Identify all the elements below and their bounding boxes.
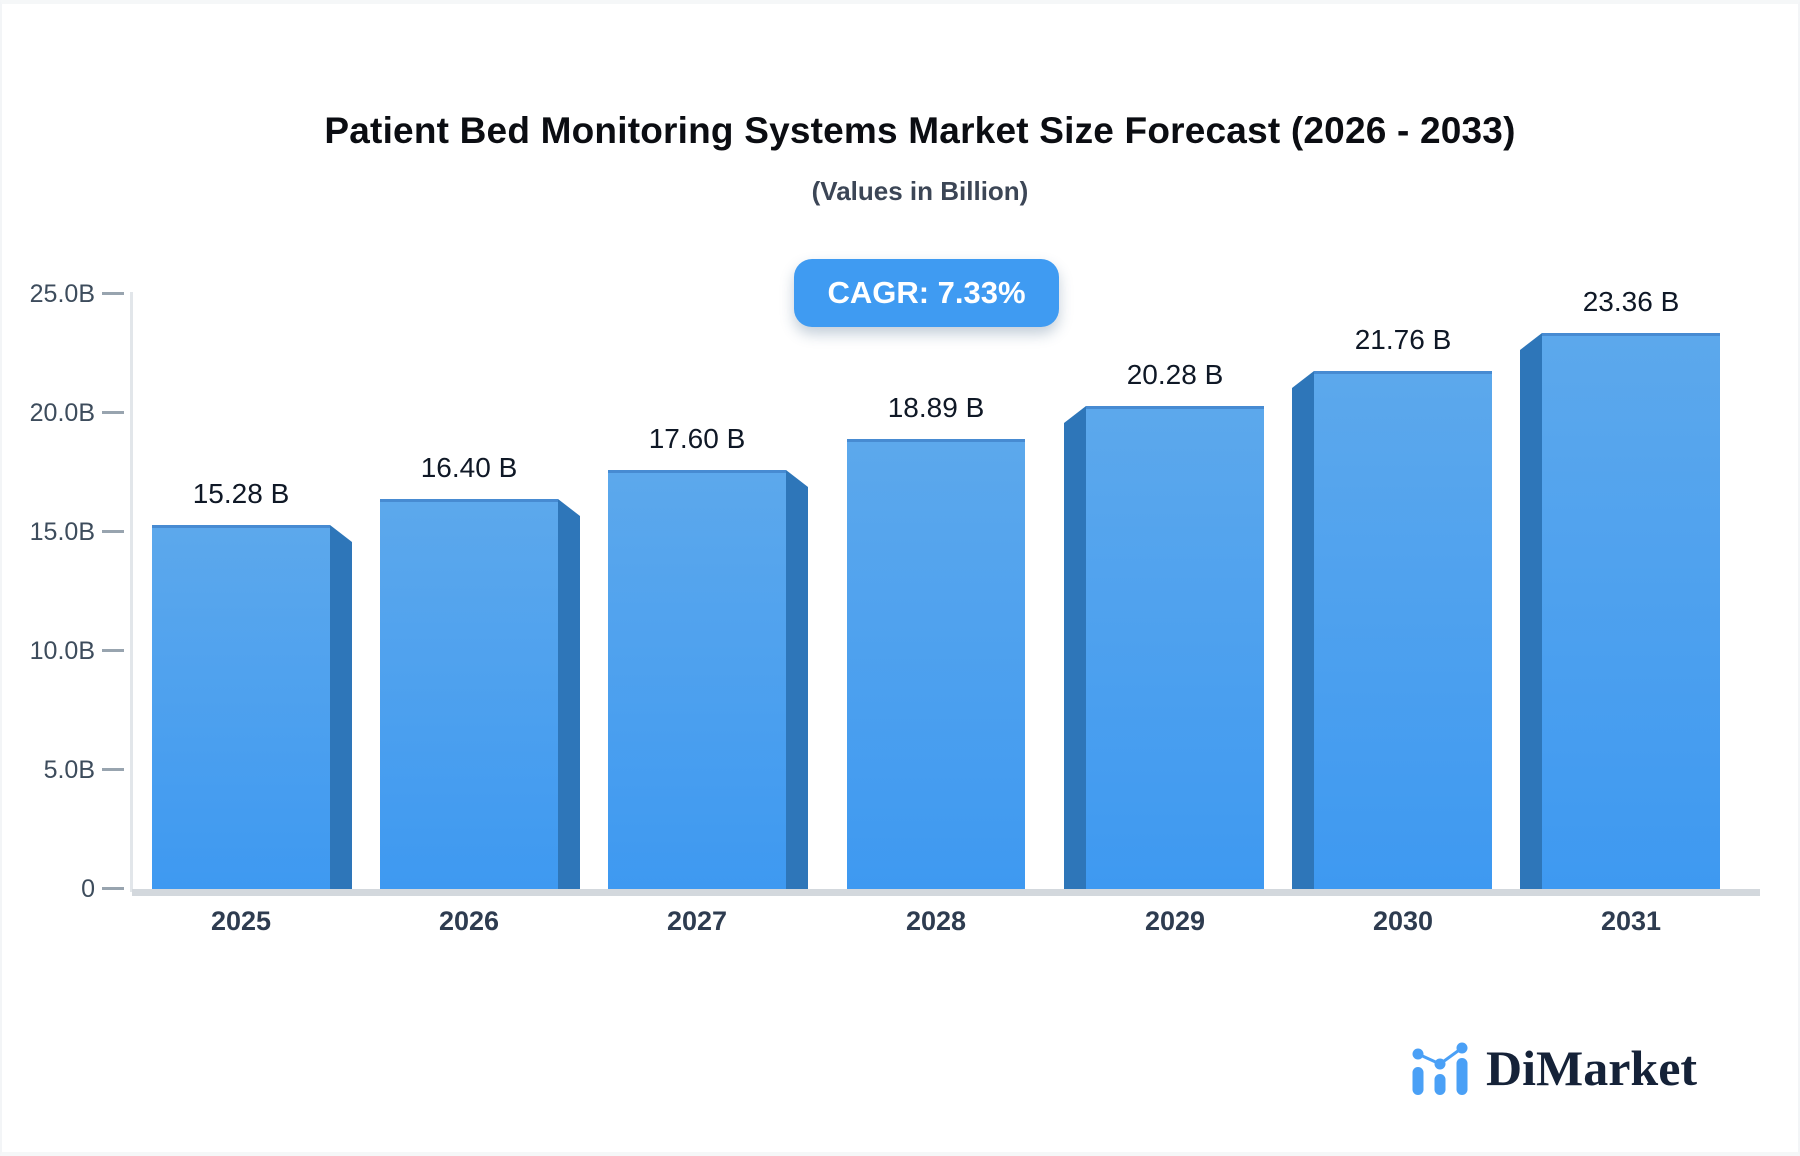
x-tick-label-2031: 2031 [1600,906,1662,936]
x-tick-label-2025: 2025 [210,906,272,936]
y-tick-mark [102,530,124,533]
y-tick-label: 10.0B [29,637,95,665]
bar-side-face-2030 [1292,371,1314,889]
y-tick-label: 5.0B [43,756,95,784]
bar-side-face-2031 [1520,333,1542,889]
x-axis-baseline [132,889,1760,896]
y-tick-mark [102,649,124,652]
bar-value-label: 21.76 B [1354,324,1452,355]
bar-side-face-2026 [558,499,580,889]
y-tick-label: 20.0B [29,399,95,427]
bar-2026 [380,499,558,889]
bar-value-label: 23.36 B [1582,286,1680,317]
bar-value-label: 16.40 B [420,452,518,483]
x-tick-label-2026: 2026 [438,906,500,936]
y-axis-line [130,292,133,892]
x-tick-label-2027: 2027 [666,906,728,936]
cagr-badge-label: CAGR: 7.33% [827,275,1026,310]
bar-2030 [1314,371,1492,889]
x-tick-label-2029: 2029 [1144,906,1206,936]
bar-2029 [1086,406,1264,889]
y-tick-label: 15.0B [29,518,95,546]
y-tick-label: 25.0B [29,280,95,308]
x-tick-label-2030: 2030 [1372,906,1434,936]
bar-side-face-2027 [786,470,808,889]
bar-value-label: 15.28 B [192,478,290,509]
chart-title: Patient Bed Monitoring Systems Market Si… [324,110,1516,151]
x-tick-label-2028: 2028 [905,906,967,936]
y-tick-label: 0 [81,875,95,903]
y-tick-mark [102,768,124,771]
bar-2028 [847,439,1025,889]
brand-logo: DiMarket [1410,1038,1697,1098]
bar-value-label: 17.60 B [648,423,746,454]
bar-value-label: 20.28 B [1126,359,1224,390]
dimarket-logo-icon [1412,1042,1468,1095]
bar-2031 [1542,333,1720,889]
y-tick-mark [102,292,124,295]
bar-2027 [608,470,786,889]
y-tick-mark [102,887,124,890]
y-tick-mark [102,411,124,414]
bar-2025 [152,525,330,889]
cagr-badge: CAGR: 7.33% [794,259,1059,327]
bar-value-label: 18.89 B [887,392,985,423]
chart-subtitle: (Values in Billion) [811,176,1029,206]
bar-side-face-2029 [1064,406,1086,889]
bar-side-face-2025 [330,525,352,889]
brand-name: DiMarket [1486,1040,1698,1096]
